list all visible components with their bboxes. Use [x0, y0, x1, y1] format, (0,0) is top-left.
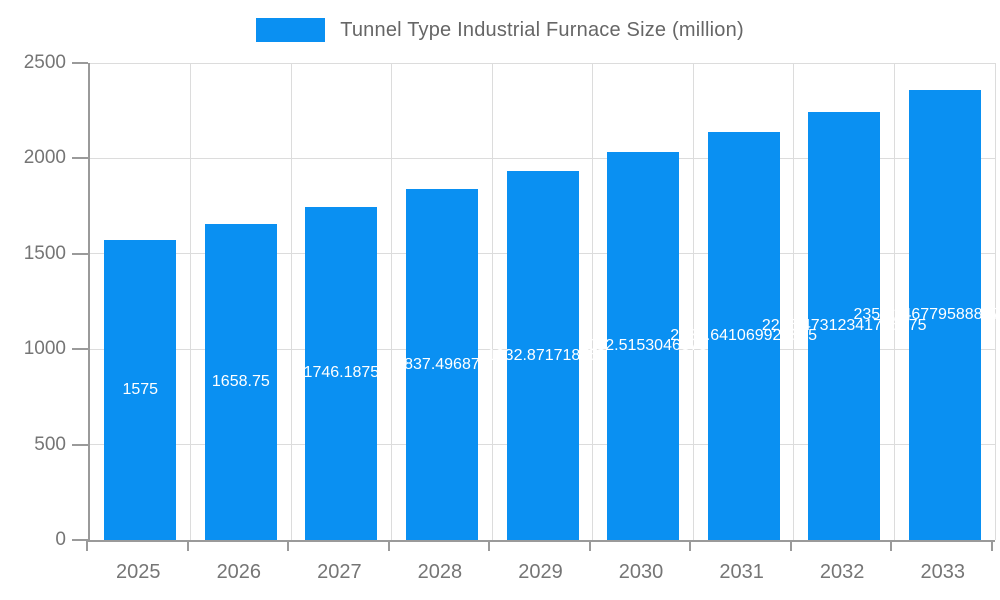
y-axis-tick-mark	[72, 62, 88, 64]
legend-series-label[interactable]: Tunnel Type Industrial Furnace Size (mil…	[340, 18, 744, 41]
x-axis-tick-label-2029: 2029	[518, 561, 563, 583]
bar-2032[interactable]	[808, 111, 881, 540]
bar-2025[interactable]	[104, 239, 177, 540]
bar-value-label-2032: 2245.47312341796875	[761, 316, 927, 334]
y-axis-tick-label: 1000	[23, 338, 66, 360]
bar-2030[interactable]	[607, 152, 680, 540]
bar-value-label-2031: 2136.641069921875	[670, 327, 818, 345]
x-axis-tick-mark	[789, 541, 792, 551]
y-gridline-2000	[90, 157, 995, 159]
bar-value-label-2029: 1932.87171875	[486, 346, 599, 364]
x-axis-tick-mark	[287, 541, 290, 551]
x-axis-tick-mark	[86, 541, 88, 551]
y-axis-tick-mark	[72, 252, 88, 255]
bar-value-label-2028: 1837.496875	[395, 355, 489, 373]
y-axis-tick-mark	[72, 443, 88, 446]
bar-value-label-2027: 1746.1875	[303, 364, 380, 382]
x-axis-tick-label-2027: 2027	[317, 561, 362, 583]
y-gridline-2500	[90, 62, 995, 64]
x-gridline	[290, 63, 292, 540]
x-axis-tick-label-2030: 2030	[618, 561, 664, 583]
x-axis-tick-label-2026: 2026	[216, 561, 262, 583]
x-gridline	[994, 63, 996, 540]
y-axis-tick-label: 500	[34, 433, 66, 455]
x-axis-tick-label-2025: 2025	[116, 561, 161, 583]
y-axis-tick-label: 2000	[23, 147, 66, 169]
y-axis-tick-mark	[72, 348, 88, 351]
x-gridline	[692, 63, 694, 540]
bar-value-label-2033: 2359.2467795888671875	[853, 305, 1000, 323]
y-axis-tick-label: 2500	[23, 52, 66, 73]
y-axis-tick-mark	[72, 539, 88, 541]
x-axis-tick-label-2032: 2032	[819, 561, 865, 583]
bar-value-label-2025: 1575	[122, 380, 159, 398]
y-axis-tick-label: 0	[55, 529, 66, 550]
x-gridline	[190, 63, 192, 540]
x-axis-tick-mark	[890, 541, 893, 551]
x-axis-tick-mark	[387, 541, 390, 551]
x-axis-tick-mark	[186, 541, 189, 551]
legend-color-swatch[interactable]	[256, 18, 326, 42]
x-gridline	[491, 63, 493, 540]
y-axis-tick-mark	[72, 157, 88, 160]
plot-area: 1575 1658.75 1746.1875 1837.496875 1932.8717…	[88, 62, 1000, 542]
y-axis-tick-label: 1500	[23, 242, 66, 264]
x-gridline	[893, 63, 895, 540]
x-axis-tick-mark	[588, 541, 591, 551]
x-axis-tick-label-2031: 2031	[719, 561, 764, 583]
x-axis-tick-label-2028: 2028	[417, 561, 463, 583]
x-gridline	[793, 63, 795, 540]
bar-2029[interactable]	[506, 171, 579, 540]
bar-value-label-2030: 2032.5153046875	[578, 337, 708, 355]
bar-2027[interactable]	[305, 206, 378, 540]
legend[interactable]: Tunnel Type Industrial Furnace Size (mil…	[0, 16, 1000, 44]
x-axis-tick-mark	[991, 541, 993, 551]
bar-value-label-2026: 1658.75	[211, 372, 270, 390]
bar-2026[interactable]	[204, 223, 277, 540]
x-gridline	[391, 63, 393, 540]
x-axis-tick-label-2033: 2033	[920, 561, 965, 583]
bar-2028[interactable]	[405, 189, 478, 540]
x-axis-tick-mark	[488, 541, 491, 551]
x-axis-tick-mark	[689, 541, 692, 551]
bar-2031[interactable]	[707, 132, 780, 540]
bar-2033[interactable]	[908, 89, 981, 540]
x-gridline	[592, 63, 594, 540]
